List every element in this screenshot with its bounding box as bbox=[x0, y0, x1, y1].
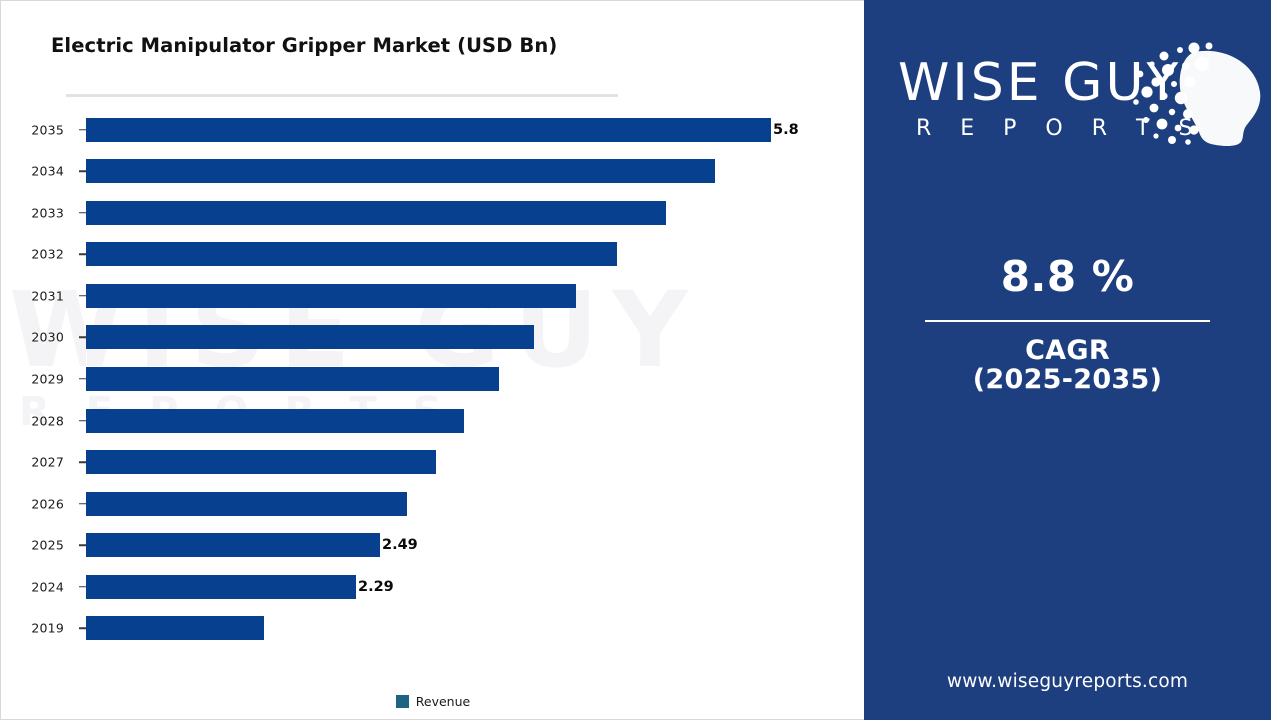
chart-row-2033: 2033 bbox=[1, 192, 864, 234]
y-axis-tick-2025: 2025 bbox=[31, 537, 64, 553]
y-axis-tickmark-2024 bbox=[79, 585, 86, 588]
y-axis-tickmark-2026 bbox=[79, 502, 86, 505]
y-axis-tickmark-2034 bbox=[79, 170, 86, 173]
y-axis-tick-2033: 2033 bbox=[31, 205, 64, 221]
chart-row-2019: 2019 bbox=[1, 607, 864, 649]
y-axis-tickmark-2032 bbox=[79, 253, 86, 256]
bar-2019[interactable] bbox=[86, 616, 264, 641]
bar-2027[interactable] bbox=[86, 450, 436, 475]
y-axis-tick-2032: 2032 bbox=[31, 246, 64, 262]
bar-2030[interactable] bbox=[86, 325, 534, 350]
bar-2024[interactable] bbox=[86, 574, 356, 599]
chart-row-2024: 2024 2.29 bbox=[1, 566, 864, 608]
y-axis-tickmark-2031 bbox=[79, 295, 86, 297]
bar-2026[interactable] bbox=[86, 491, 407, 516]
legend-label-revenue: Revenue bbox=[415, 694, 471, 709]
chart-row-2029: 2029 bbox=[1, 358, 864, 400]
y-axis-tickmark-2028 bbox=[79, 419, 86, 422]
y-axis-tickmark-2025 bbox=[79, 544, 86, 546]
y-axis-tickmark-2019 bbox=[79, 627, 86, 629]
y-axis-tick-2026: 2026 bbox=[31, 496, 64, 512]
cagr-block: 8.8 % CAGR (2025-2035) bbox=[864, 252, 1271, 396]
cagr-value: 8.8 % bbox=[1000, 252, 1135, 301]
chart-row-2027: 2027 bbox=[1, 441, 864, 483]
bar-2034[interactable] bbox=[86, 159, 715, 184]
y-axis-tick-2027: 2027 bbox=[31, 454, 64, 470]
cagr-divider bbox=[925, 320, 1210, 323]
chart-row-2026: 2026 bbox=[1, 483, 864, 525]
y-axis-tickmark-2027 bbox=[79, 461, 86, 463]
y-axis-tickmark-2030 bbox=[79, 336, 86, 339]
y-axis-tick-2034: 2034 bbox=[31, 163, 64, 179]
brand-panel: WISE GUY R E P O R T S bbox=[864, 0, 1271, 720]
y-axis-tickmark-2029 bbox=[79, 378, 86, 380]
chart-row-2032: 2032 bbox=[1, 234, 864, 276]
legend-swatch-revenue bbox=[395, 695, 409, 708]
chart-row-2034: 2034 bbox=[1, 151, 864, 193]
bar-2033[interactable] bbox=[86, 200, 666, 225]
chart-row-2030: 2030 bbox=[1, 317, 864, 359]
cagr-label: CAGR bbox=[1025, 335, 1110, 367]
chart-row-2025: 2025 2.49 bbox=[1, 524, 864, 566]
website-url[interactable]: www.wiseguyreports.com bbox=[946, 671, 1189, 692]
plot-area: 2035 5.8 2034 2033 2032 2031 2030 2029 2028 2027 2… bbox=[1, 109, 864, 649]
chart-row-2028: 2028 bbox=[1, 400, 864, 442]
chart-row-2035: 2035 5.8 bbox=[1, 109, 864, 151]
y-axis-tick-2024: 2024 bbox=[31, 579, 64, 595]
bar-2035[interactable] bbox=[86, 117, 771, 142]
bar-2031[interactable] bbox=[86, 283, 576, 308]
bar-2028[interactable] bbox=[86, 408, 464, 433]
y-axis-tick-2028: 2028 bbox=[31, 413, 64, 429]
y-axis-tick-2019: 2019 bbox=[31, 620, 64, 636]
bar-value-2025: 2.49 bbox=[382, 537, 418, 554]
y-axis-tick-2035: 2035 bbox=[31, 122, 64, 138]
chart-title: Electric Manipulator Gripper Market (USD… bbox=[51, 34, 558, 57]
wiseguy-logo: WISE GUY R E P O R T S bbox=[864, 34, 1271, 154]
bar-value-2035: 5.8 bbox=[773, 121, 799, 138]
y-axis-tickmark-2035 bbox=[79, 129, 86, 131]
y-axis-tick-2030: 2030 bbox=[31, 329, 64, 345]
y-axis-tick-2029: 2029 bbox=[31, 371, 64, 387]
chart-legend: Revenue bbox=[1, 694, 864, 709]
y-axis-tickmark-2033 bbox=[79, 212, 86, 214]
svg-text:WISE GUY: WISE GUY bbox=[898, 53, 1181, 113]
bar-2029[interactable] bbox=[86, 366, 499, 391]
cagr-period: (2025-2035) bbox=[972, 364, 1163, 396]
bar-2025[interactable] bbox=[86, 533, 380, 558]
chart-row-2031: 2031 bbox=[1, 275, 864, 317]
bar-value-2024: 2.29 bbox=[358, 578, 394, 595]
y-axis-tick-2031: 2031 bbox=[31, 288, 64, 304]
title-divider bbox=[66, 94, 618, 97]
bar-2032[interactable] bbox=[86, 242, 617, 267]
